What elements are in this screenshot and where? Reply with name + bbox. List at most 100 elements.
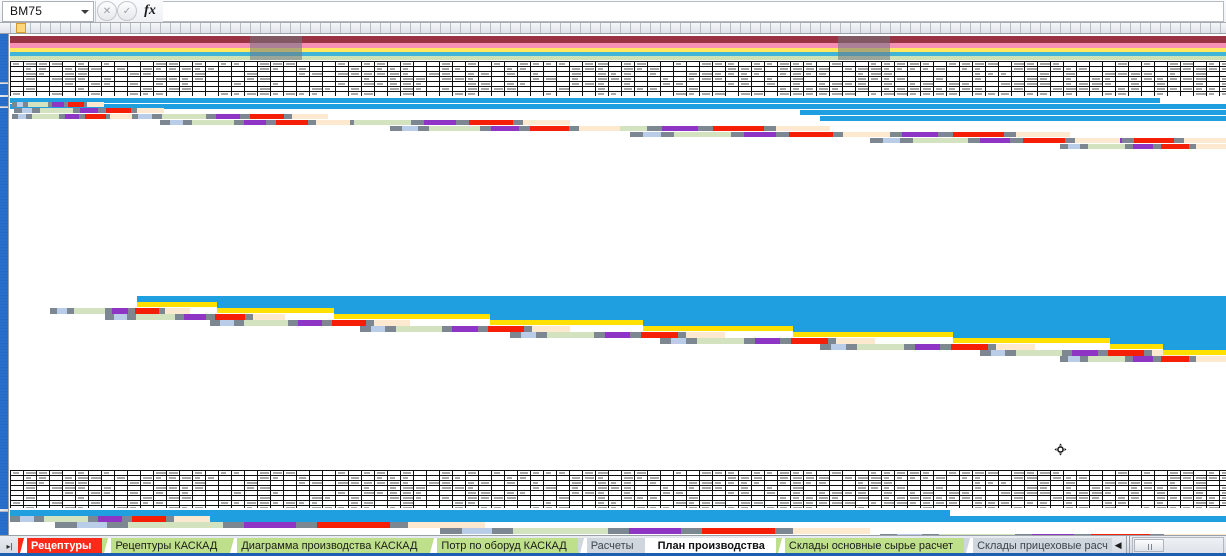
data-block[interactable] [10,470,1226,508]
gantt-bar[interactable] [880,534,1226,535]
gantt-bar[interactable] [440,528,870,534]
name-box[interactable]: BM75 [2,0,94,22]
gantt-segment-g [66,308,74,314]
gantt-bar[interactable] [105,314,285,320]
gantt-cycle-line [1163,344,1226,350]
worksheet-cells[interactable] [10,34,1226,535]
gantt-segment-ty [996,344,1035,350]
cell-value [182,88,192,90]
cell-value [819,93,828,95]
cell-border [1141,61,1142,96]
row-headers[interactable] [0,34,9,535]
gantt-segment-g [1189,144,1197,149]
gantt-bar[interactable] [660,338,875,344]
gantt-bar[interactable] [12,114,132,119]
fx-icon[interactable]: fx [137,1,163,22]
tab-nav-buttons[interactable]: ▸| [0,536,18,556]
column-divider [310,23,311,33]
cell-value [884,93,895,95]
gantt-bar[interactable] [360,326,570,332]
cell-value [1014,83,1024,85]
cell-value [1222,477,1226,479]
nav-first-icon[interactable]: ▸| [6,541,13,551]
sheet-tabs[interactable]: Рецептуры Рецептуры КАСКАД Диаграмма произ… [16,536,1113,555]
column-divider [120,23,121,33]
gantt-bar[interactable] [12,102,104,107]
cell-value [598,88,606,90]
gantt-segment-lb [670,338,686,344]
cell-value [988,93,996,95]
cell-value [1170,487,1177,489]
gantt-bar[interactable] [14,108,164,113]
gantt-bar[interactable] [630,132,890,137]
gantt-segment-ty [87,102,104,107]
cell-value [767,507,775,508]
cell-border [1089,470,1090,508]
cell-value [1092,487,1100,489]
cell-value [884,482,892,484]
cell-value [962,472,970,474]
enter-icon[interactable]: ✓ [117,1,137,21]
gantt-bar[interactable] [390,126,620,131]
cell-border [335,61,336,96]
sheet-tab-5[interactable]: План производства [643,538,776,555]
cell-border [452,61,453,96]
gantt-bar[interactable] [1060,356,1226,362]
gantt-segment-g [1122,138,1134,143]
sheet-tab-7[interactable]: Склады прицеховые расч [964,538,1113,555]
data-block[interactable] [10,61,1226,96]
cell-value [923,502,930,504]
sheet-tab-4[interactable]: Расчеты [576,538,645,555]
gantt-bar[interactable] [50,308,190,314]
cell-value [1144,482,1153,484]
chevron-down-icon[interactable] [81,9,89,14]
gantt-bar[interactable] [870,138,1120,143]
gantt-bar[interactable] [510,332,725,338]
cell-value [624,88,632,90]
header-band-0 [10,36,1226,43]
cell-value [1209,63,1215,65]
column-divider [340,23,341,33]
cell-border [426,470,427,508]
sheet-tab-6[interactable]: Склады основные сырье расчет [774,538,965,555]
tab-split-handle[interactable] [1126,536,1131,555]
selected-column-header[interactable] [16,23,26,33]
sheet-tab-3[interactable]: Потр по оборуд КАСКАД [427,538,578,555]
gantt-segment-lg [429,126,480,131]
gantt-bar[interactable] [10,516,210,522]
cell-border [608,61,609,96]
cell-value [143,68,153,70]
horizontal-scrollbar[interactable] [1132,537,1224,554]
gantt-bar[interactable] [128,114,328,119]
worksheet-grid[interactable] [0,23,1226,535]
sheet-tab-1[interactable]: Рецептуры КАСКАД [101,538,229,555]
column-headers[interactable] [0,23,1226,34]
gantt-bar[interactable] [820,344,1035,350]
cell-value [923,63,930,65]
gantt-bar[interactable] [1060,144,1226,149]
gantt-bar[interactable] [160,120,350,125]
sheet-tab-0[interactable]: Рецептуры [16,538,103,555]
column-divider [960,23,961,33]
cell-border [49,470,50,508]
cell-value [1157,83,1166,85]
sheet-tab-bar[interactable]: ▸| Рецептуры Рецептуры КАСКАД Диаграмма пр… [0,535,1226,556]
gantt-segment-red [1108,350,1144,356]
scrollbar-thumb[interactable] [1134,539,1165,552]
cell-value [286,63,295,65]
cell-value [793,88,799,90]
gantt-bar[interactable] [210,320,410,326]
cell-value [884,83,893,85]
gantt-segment-g [780,338,792,344]
cancel-icon[interactable]: ✕ [97,1,117,21]
cell-value [26,472,37,474]
scroll-left-icon[interactable]: ◀ [1114,540,1122,550]
cell-value [728,472,735,474]
formula-input[interactable] [163,0,1224,22]
gantt-bar[interactable] [55,522,485,528]
cell-value [52,502,63,504]
row-divider [0,106,8,107]
cell-value [559,63,565,65]
cell-value [975,68,980,70]
sheet-tab-2[interactable]: Диаграмма производства КАСКАД [227,538,429,555]
